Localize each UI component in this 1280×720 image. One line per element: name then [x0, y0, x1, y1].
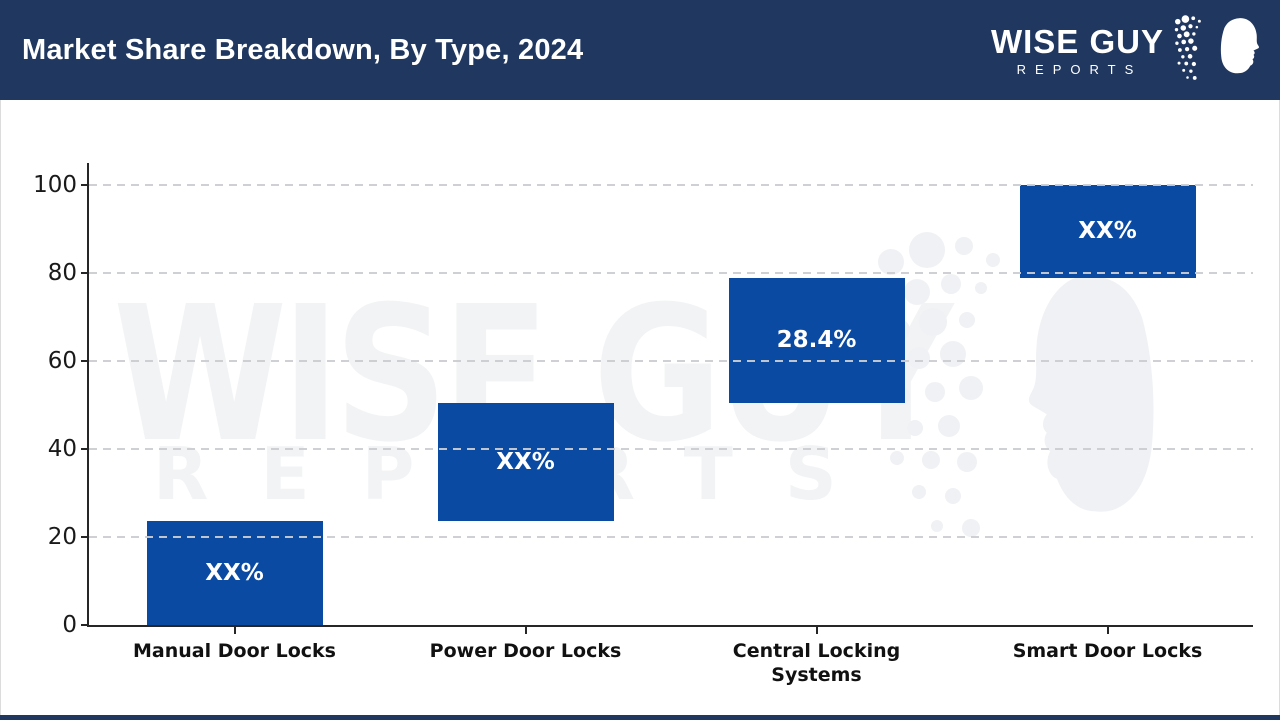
- logo-dots-icon: [1174, 15, 1201, 80]
- bar-3: 28.4%: [728, 277, 905, 403]
- page-title: Market Share Breakdown, By Type, 2024: [22, 33, 584, 66]
- bars-layer: XX% XX% 28.4% XX%: [1, 100, 1279, 716]
- brand-name: WISE GUY: [990, 23, 1164, 60]
- brand-logo: WISE GUY REPORTS: [991, 14, 1266, 86]
- bar-value-label: XX%: [205, 560, 264, 587]
- brand-subname: REPORTS: [1016, 62, 1143, 77]
- bar-4: XX%: [1019, 185, 1196, 278]
- logo-head-icon: [1220, 18, 1259, 74]
- bar-value-label: XX%: [1078, 218, 1137, 245]
- header: Market Share Breakdown, By Type, 2024 WI…: [0, 0, 1280, 100]
- bar-value-label: XX%: [496, 448, 555, 475]
- bar-value-label: 28.4%: [776, 327, 857, 354]
- watermark-head-icon: [1028, 275, 1154, 512]
- chart-canvas: WISE GUY REPORTS XX%XX%28.4%XX% 02040608…: [0, 100, 1280, 716]
- bar-1: XX%: [146, 521, 323, 625]
- brand-logo-text: WISE GUY REPORTS: [991, 23, 1164, 77]
- bar-2: XX%: [437, 402, 614, 522]
- footer-strip: [0, 715, 1280, 720]
